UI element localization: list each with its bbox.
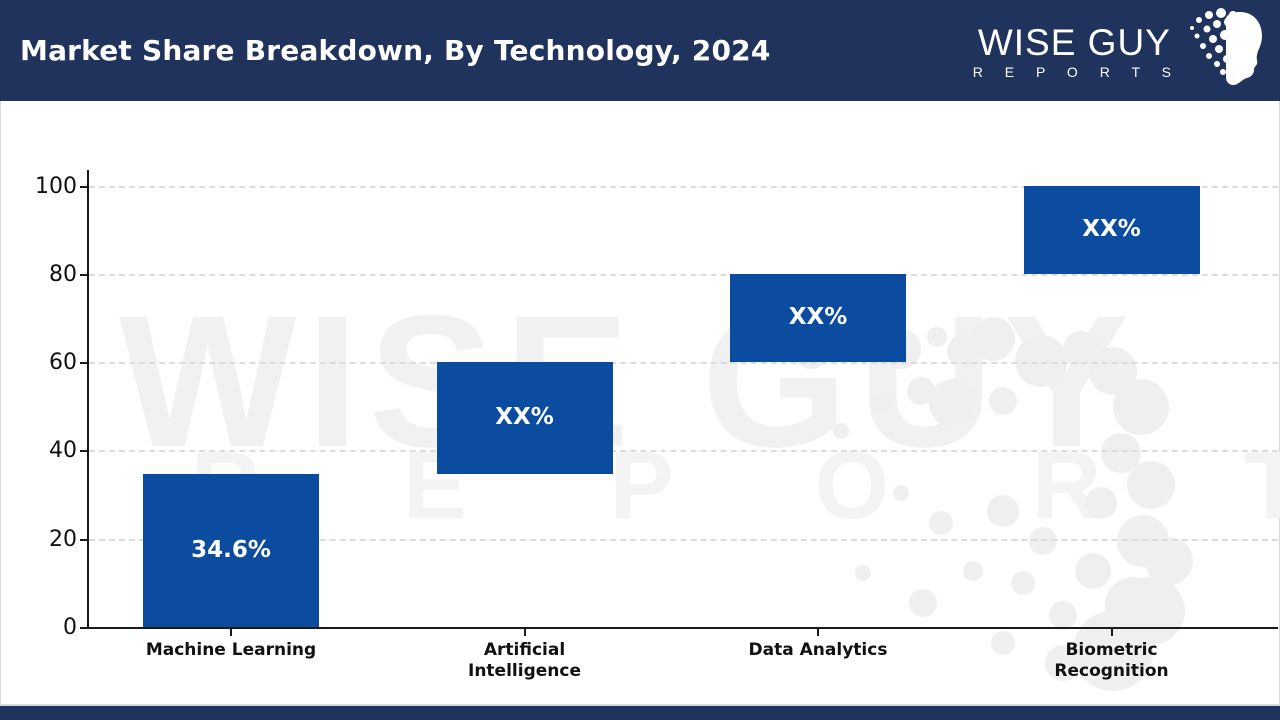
x-tick-0: [230, 629, 232, 636]
bar-3: [1023, 185, 1200, 274]
y-tick-40: [80, 450, 87, 453]
y-tick-label-80: 80: [49, 261, 77, 287]
x-category-label-3: Biometric Recognition: [1054, 640, 1169, 681]
y-tick-60: [80, 362, 87, 365]
y-tick-label-20: 20: [49, 526, 77, 552]
y-tick-0: [80, 627, 87, 629]
y-tick-100: [80, 185, 87, 188]
bar-1: [436, 362, 613, 475]
x-category-label-2: Data Analytics: [748, 640, 888, 660]
gridline-100: [89, 185, 1278, 188]
bar-value-label-0: 34.6%: [191, 536, 271, 563]
wise-guy-logo: WISE GUY R E P O R T S: [969, 8, 1266, 96]
y-axis-spine: [87, 170, 89, 629]
x-tick-1: [523, 629, 526, 636]
watermark-reports: R E P O R T S: [191, 432, 1280, 539]
gridline-20: [89, 538, 1278, 541]
gridline-80: [89, 273, 1278, 276]
x-category-label-0: Machine Learning: [145, 640, 317, 660]
y-tick-label-60: 60: [49, 350, 77, 376]
logo-wordmark-line1: WISE GUY: [977, 22, 1171, 63]
gridline-60: [89, 362, 1278, 365]
bar-0: [143, 474, 319, 627]
x-category-label-1: Artificial Intelligence: [468, 640, 581, 681]
header-bar: Market Share Breakdown, By Technology, 2…: [0, 0, 1280, 101]
y-tick-label-40: 40: [49, 438, 77, 464]
chart-area: WISE GUY R E P O R T S 02040608010034.6%…: [0, 101, 1280, 706]
y-tick-label-100: 100: [35, 173, 77, 199]
bar-value-label-3: XX%: [1082, 215, 1141, 242]
page-title: Market Share Breakdown, By Technology, 2…: [20, 34, 771, 67]
bar-value-label-2: XX%: [788, 304, 848, 331]
y-tick-20: [80, 538, 87, 541]
x-axis-spine: [87, 627, 1278, 629]
y-tick-80: [80, 273, 87, 276]
y-tick-label-0: 0: [63, 615, 77, 640]
logo-wordmark: WISE GUY R E P O R T S: [969, 22, 1180, 81]
logo-head-icon: [1182, 8, 1266, 96]
bar-2: [730, 273, 906, 363]
bar-value-label-1: XX%: [495, 404, 554, 431]
x-tick-3: [1110, 629, 1113, 636]
logo-wordmark-line2: R E P O R T S: [972, 64, 1180, 80]
footer-bar: [0, 706, 1280, 720]
x-tick-2: [817, 629, 819, 636]
gridline-40: [89, 450, 1278, 453]
